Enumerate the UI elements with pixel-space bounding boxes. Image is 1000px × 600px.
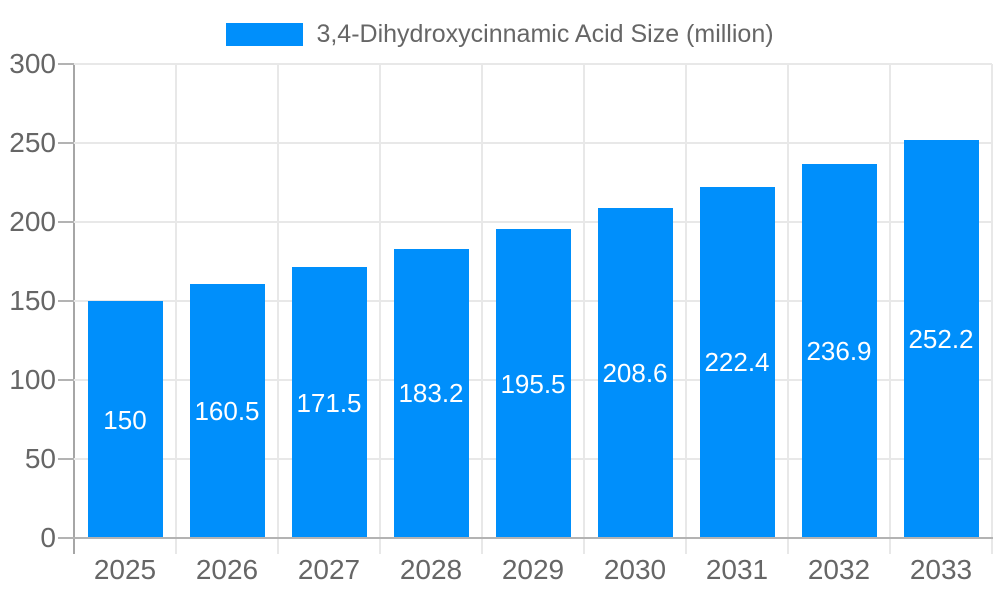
x-tick-label: 2031 xyxy=(705,554,769,585)
x-tick-label: 2028 xyxy=(399,554,463,585)
y-axis-tick xyxy=(58,537,74,539)
legend-label: 3,4-Dihydroxycinnamic Acid Size (million… xyxy=(316,19,774,48)
y-axis-tick xyxy=(58,379,74,381)
y-axis-line xyxy=(73,64,75,554)
x-tick-label: 2025 xyxy=(93,554,157,585)
bar-2026[interactable] xyxy=(189,284,265,538)
y-axis-tick xyxy=(58,63,74,65)
x-tick-label: 2026 xyxy=(195,554,259,585)
x-tick-label: 2032 xyxy=(807,554,871,585)
bar-value-label: 150 xyxy=(103,404,147,435)
bar-2031[interactable] xyxy=(699,186,775,538)
bar-2033[interactable] xyxy=(903,139,979,538)
horizontal-gridline xyxy=(74,63,992,65)
horizontal-gridline xyxy=(74,142,992,144)
bar-value-label: 222.4 xyxy=(704,347,770,378)
bar-2027[interactable] xyxy=(291,267,367,538)
legend-item[interactable]: 3,4-Dihydroxycinnamic Acid Size (million… xyxy=(0,19,1000,49)
bar-value-label: 236.9 xyxy=(806,335,872,366)
bar-value-label: 195.5 xyxy=(500,368,566,399)
vertical-gridline xyxy=(991,64,993,554)
vertical-gridline xyxy=(787,64,789,554)
y-axis-tick xyxy=(58,458,74,460)
vertical-gridline xyxy=(889,64,891,554)
horizontal-gridline xyxy=(74,221,992,223)
bar-2032[interactable] xyxy=(801,163,877,538)
y-tick-label: 150 xyxy=(9,285,56,316)
y-tick-label: 250 xyxy=(9,127,56,158)
bar-value-label: 160.5 xyxy=(194,396,260,427)
y-tick-label: 100 xyxy=(9,364,56,395)
bar-value-label: 183.2 xyxy=(398,378,464,409)
legend-swatch-icon xyxy=(226,22,304,46)
vertical-gridline xyxy=(685,64,687,554)
x-axis-line xyxy=(73,537,993,539)
x-tick-label: 2033 xyxy=(909,554,973,585)
bar-2025[interactable] xyxy=(87,301,163,538)
bar-value-label: 171.5 xyxy=(296,387,362,418)
x-tick-label: 2029 xyxy=(501,554,565,585)
bar-value-label: 208.6 xyxy=(602,358,668,389)
y-tick-label: 300 xyxy=(9,48,56,79)
bar-2028[interactable] xyxy=(393,248,469,538)
y-tick-label: 50 xyxy=(24,443,56,474)
y-axis-tick xyxy=(58,300,74,302)
x-tick-label: 2027 xyxy=(297,554,361,585)
vertical-gridline xyxy=(481,64,483,554)
y-axis-tick xyxy=(58,142,74,144)
vertical-gridline xyxy=(277,64,279,554)
x-tick-label: 2030 xyxy=(603,554,667,585)
vertical-gridline xyxy=(583,64,585,554)
bar-2030[interactable] xyxy=(597,208,673,538)
y-tick-label: 200 xyxy=(9,206,56,237)
vertical-gridline xyxy=(379,64,381,554)
y-tick-label: 0 xyxy=(40,522,56,553)
bar-value-label: 252.2 xyxy=(908,323,974,354)
vertical-gridline xyxy=(175,64,177,554)
y-axis-tick xyxy=(58,221,74,223)
bar-2029[interactable] xyxy=(495,229,571,538)
